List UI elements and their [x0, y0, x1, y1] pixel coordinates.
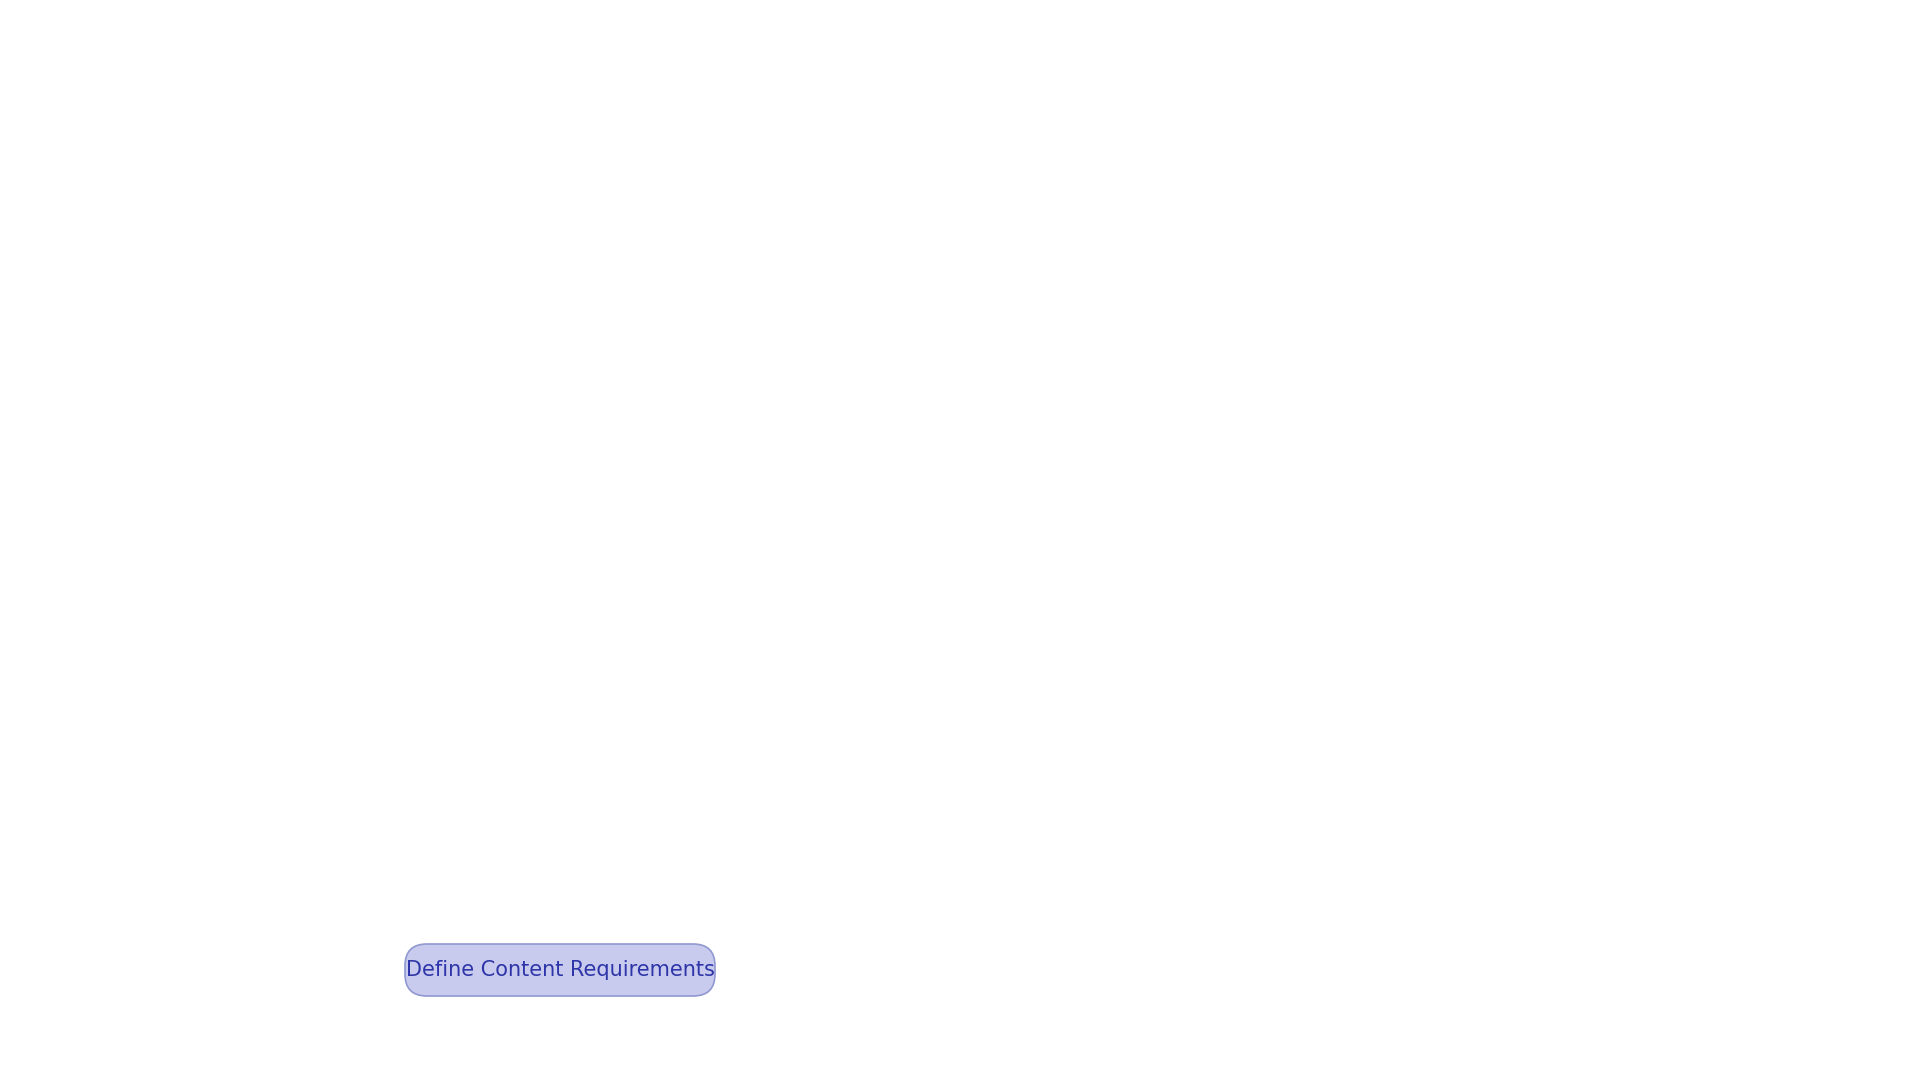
Text: Define Content Requirements: Define Content Requirements	[405, 960, 714, 980]
FancyBboxPatch shape	[405, 944, 714, 996]
